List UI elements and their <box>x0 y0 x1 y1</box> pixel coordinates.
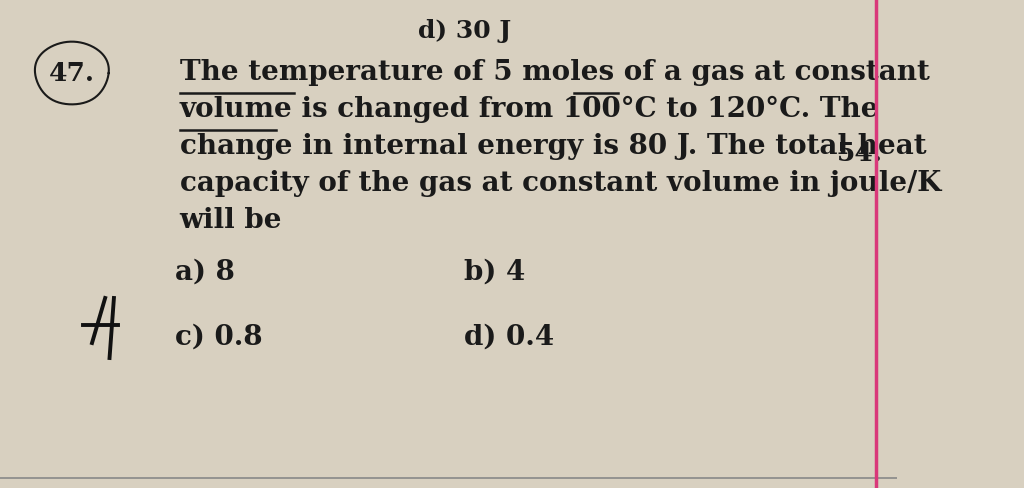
Text: d) 0.4: d) 0.4 <box>465 324 555 350</box>
Text: b) 4: b) 4 <box>465 259 525 285</box>
Text: a) 8: a) 8 <box>175 259 236 285</box>
Text: will be: will be <box>179 206 283 234</box>
Text: The temperature of 5 moles of a gas at constant: The temperature of 5 moles of a gas at c… <box>179 59 930 86</box>
Text: volume is changed from 100°C to 120°C. The: volume is changed from 100°C to 120°C. T… <box>179 96 880 123</box>
Text: change in internal energy is 80 J. The total heat: change in internal energy is 80 J. The t… <box>179 133 927 160</box>
Text: 54.: 54. <box>838 141 884 165</box>
Text: c) 0.8: c) 0.8 <box>175 324 263 350</box>
Text: d) 30 J: d) 30 J <box>418 19 511 43</box>
Text: capacity of the gas at constant volume in joule/K: capacity of the gas at constant volume i… <box>179 170 941 197</box>
Text: 47.: 47. <box>49 61 95 86</box>
